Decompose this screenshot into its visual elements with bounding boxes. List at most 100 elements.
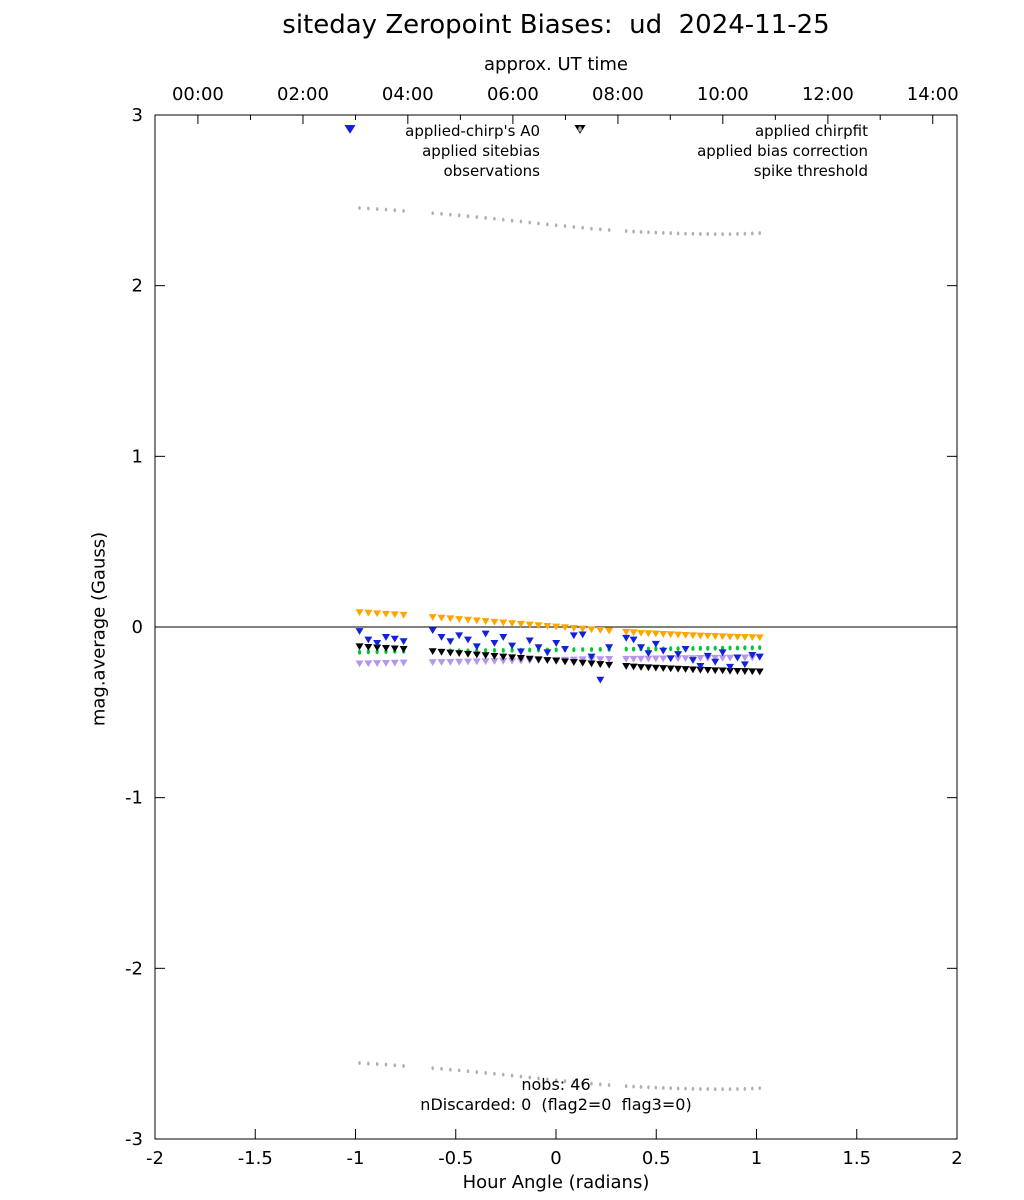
data-point-a0	[631, 646, 636, 652]
data-point-sitebias	[605, 656, 614, 663]
data-point-spike-upper	[563, 224, 567, 229]
data-point-obs	[622, 634, 631, 642]
data-point-biascorr	[516, 655, 525, 662]
data-point-spike-lower	[699, 1087, 702, 1091]
data-point-spike-upper	[607, 228, 611, 232]
data-point-spike-lower	[402, 1064, 405, 1068]
y-tick-label: 3	[132, 105, 143, 126]
data-point-obs	[587, 653, 596, 661]
legend-left-column: applied-chirp's A0 applied sitebias obse…	[340, 121, 618, 181]
data-point-sitebias	[651, 655, 660, 663]
data-point-spike-upper	[699, 232, 702, 236]
data-point-chirpfit	[651, 630, 660, 638]
data-point-spike-lower	[581, 1080, 584, 1085]
data-point-spike-upper	[484, 215, 487, 220]
data-point-sitebias	[681, 655, 690, 663]
data-point-biascorr	[578, 659, 587, 667]
x2-tick-label: 12:00	[802, 84, 854, 105]
data-point-obs	[651, 640, 660, 648]
data-point-spike-upper	[743, 231, 747, 236]
data-point-a0	[492, 647, 497, 653]
data-point-obs	[516, 648, 525, 656]
data-point-chirpfit	[637, 629, 646, 637]
data-point-spike-upper	[624, 229, 628, 233]
data-point-biascorr	[355, 643, 364, 651]
data-point-a0	[581, 647, 585, 652]
data-point-obs	[748, 651, 757, 659]
data-point-a0	[676, 646, 680, 652]
data-point-chirpfit	[629, 629, 638, 637]
y-tick-label: -3	[125, 1129, 143, 1150]
data-point-chirpfit	[373, 610, 382, 618]
data-point-chirpfit	[748, 634, 757, 642]
data-point-chirpfit	[481, 618, 490, 625]
data-point-spike-upper	[728, 232, 732, 237]
data-point-obs	[472, 643, 481, 651]
data-point-a0	[375, 649, 379, 655]
data-point-spike-lower	[684, 1086, 687, 1091]
data-point-biascorr	[596, 661, 605, 668]
data-point-a0	[598, 646, 602, 652]
data-point-a0	[484, 648, 488, 653]
data-point-biascorr	[552, 657, 561, 665]
data-point-a0	[721, 645, 725, 651]
data-point-spike-lower	[661, 1086, 665, 1090]
data-point-sitebias	[596, 656, 605, 664]
data-point-sitebias	[390, 659, 399, 667]
data-point-sitebias	[399, 659, 408, 667]
y-tick-label: 0	[132, 617, 143, 638]
data-point-spike-lower	[624, 1084, 628, 1089]
data-point-chirpfit	[605, 627, 614, 635]
data-point-biascorr	[390, 645, 399, 653]
data-point-obs	[718, 649, 727, 657]
data-point-obs	[703, 652, 712, 660]
data-point-chirpfit	[681, 631, 690, 639]
data-point-spike-lower	[758, 1086, 761, 1091]
data-point-spike-upper	[590, 226, 593, 231]
data-point-spike-upper	[661, 231, 665, 235]
data-point-spike-lower	[457, 1068, 461, 1073]
data-point-biascorr	[543, 657, 552, 664]
y-tick-label: 2	[132, 276, 143, 297]
data-point-sitebias	[490, 658, 499, 665]
data-point-obs	[659, 647, 668, 655]
data-point-obs	[755, 653, 764, 661]
data-point-sitebias	[659, 655, 668, 663]
data-point-chirpfit	[578, 625, 587, 633]
data-point-spike-upper	[475, 215, 479, 219]
data-point-spike-lower	[484, 1071, 487, 1075]
legend-right-column: applied chirpfit applied bias correction…	[570, 121, 948, 181]
data-point-chirpfit	[499, 619, 508, 627]
data-point-biascorr	[472, 651, 481, 659]
data-point-sitebias	[629, 655, 638, 663]
data-point-obs	[726, 663, 735, 671]
data-point-biascorr	[373, 644, 382, 652]
data-point-spike-lower	[440, 1066, 443, 1071]
data-point-sitebias	[726, 654, 735, 662]
data-point-sitebias	[499, 657, 508, 665]
data-point-spike-upper	[736, 232, 739, 236]
data-point-a0	[691, 646, 695, 651]
data-point-spike-lower	[654, 1085, 658, 1090]
data-point-obs	[561, 645, 570, 653]
data-point-a0	[758, 645, 762, 651]
x-tick-label: -1	[347, 1148, 365, 1169]
data-point-spike-lower	[393, 1063, 397, 1068]
data-point-spike-upper	[713, 232, 717, 237]
data-point-chirpfit	[552, 623, 561, 631]
data-point-spike-lower	[367, 1061, 370, 1066]
data-point-spike-lower	[537, 1076, 540, 1081]
data-point-sitebias	[373, 660, 382, 667]
data-point-a0	[713, 645, 717, 651]
data-point-spike-upper	[654, 230, 658, 235]
data-point-chirpfit	[718, 633, 727, 641]
data-point-spike-upper	[466, 214, 470, 219]
data-point-biascorr	[622, 663, 631, 670]
data-point-chirpfit	[543, 622, 552, 630]
data-point-sitebias	[711, 654, 720, 662]
y-tick-label: -2	[125, 958, 143, 979]
data-point-obs	[629, 636, 638, 644]
data-point-obs	[578, 631, 587, 639]
data-point-a0	[624, 646, 628, 652]
